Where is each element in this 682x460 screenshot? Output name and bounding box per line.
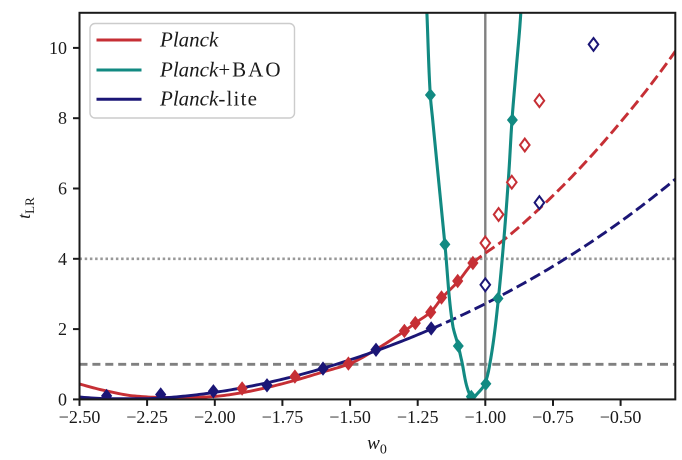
svg-text:−0.75: −0.75 — [532, 407, 574, 427]
svg-text:−2.50: −2.50 — [59, 407, 101, 427]
svg-text:w0: w0 — [367, 433, 387, 458]
svg-text:Planck+BAO: Planck+BAO — [159, 58, 283, 82]
svg-text:6: 6 — [58, 179, 67, 199]
svg-text:−1.00: −1.00 — [464, 407, 506, 427]
svg-text:−1.50: −1.50 — [329, 407, 371, 427]
svg-text:−2.25: −2.25 — [126, 407, 168, 427]
svg-text:tLR: tLR — [14, 197, 37, 219]
svg-text:4: 4 — [58, 249, 67, 269]
svg-text:8: 8 — [58, 108, 67, 128]
svg-text:Planck-lite: Planck-lite — [159, 87, 258, 111]
svg-text:−1.25: −1.25 — [397, 407, 439, 427]
svg-text:2: 2 — [58, 319, 67, 339]
svg-text:−0.50: −0.50 — [600, 407, 642, 427]
svg-text:Planck: Planck — [159, 28, 219, 52]
svg-text:−1.75: −1.75 — [262, 407, 304, 427]
svg-text:0: 0 — [58, 389, 67, 409]
svg-text:−2.00: −2.00 — [194, 407, 236, 427]
svg-text:10: 10 — [49, 38, 67, 58]
